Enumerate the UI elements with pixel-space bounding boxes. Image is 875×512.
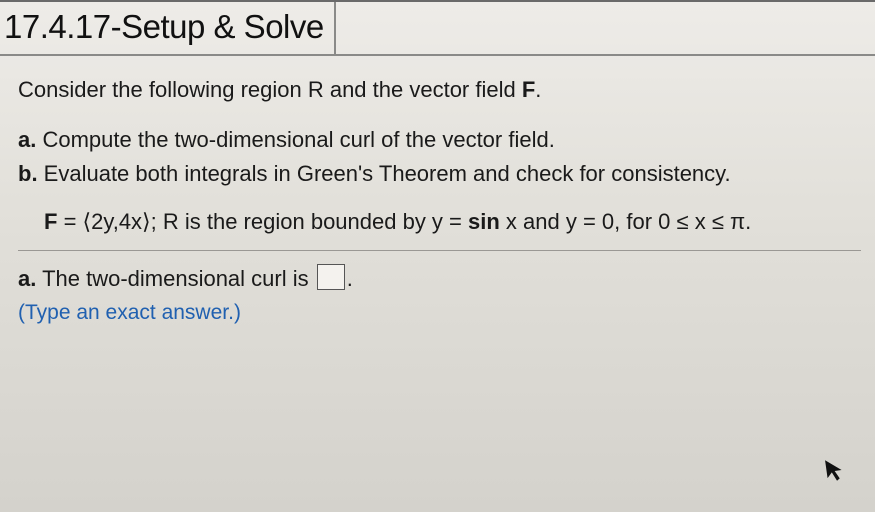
- intro-text: Consider the following region R and the …: [18, 74, 861, 106]
- answer-row: a. The two-dimensional curl is .: [18, 263, 861, 295]
- part-b-label: b.: [18, 161, 38, 186]
- problem-title: 17.4.17-Setup & Solve: [0, 2, 336, 56]
- equation-tail: x and y = 0, for 0 ≤ x ≤ π.: [500, 209, 752, 234]
- answer-before-box: The two-dimensional curl is: [36, 266, 314, 291]
- answer-label: a.: [18, 266, 36, 291]
- part-a-label: a.: [18, 127, 36, 152]
- divider: [18, 250, 861, 251]
- equation-mid: = ⟨2y,4x⟩; R is the region bounded by y …: [57, 209, 468, 234]
- parts-list: a. Compute the two-dimensional curl of t…: [18, 124, 861, 190]
- title-spacer: [336, 2, 875, 56]
- part-a-text: Compute the two-dimensional curl of the …: [36, 127, 554, 152]
- cursor-icon: [823, 456, 847, 491]
- title-row: 17.4.17-Setup & Solve: [0, 0, 875, 56]
- problem-content: Consider the following region R and the …: [0, 56, 875, 341]
- part-b-text: Evaluate both integrals in Green's Theor…: [38, 161, 731, 186]
- problem-page: 17.4.17-Setup & Solve Consider the follo…: [0, 0, 875, 512]
- answer-hint: (Type an exact answer.): [18, 298, 861, 328]
- equation-sin: sin: [468, 209, 500, 234]
- part-b: b. Evaluate both integrals in Green's Th…: [18, 158, 861, 190]
- equation-F: F: [44, 209, 57, 234]
- answer-after-box: .: [347, 266, 353, 291]
- equation-line: F = ⟨2y,4x⟩; R is the region bounded by …: [44, 206, 861, 238]
- intro-before: Consider the following region R and the …: [18, 77, 522, 102]
- intro-vector-F: F: [522, 77, 535, 102]
- answer-input[interactable]: [317, 264, 345, 290]
- part-a: a. Compute the two-dimensional curl of t…: [18, 124, 861, 156]
- intro-after: .: [535, 77, 541, 102]
